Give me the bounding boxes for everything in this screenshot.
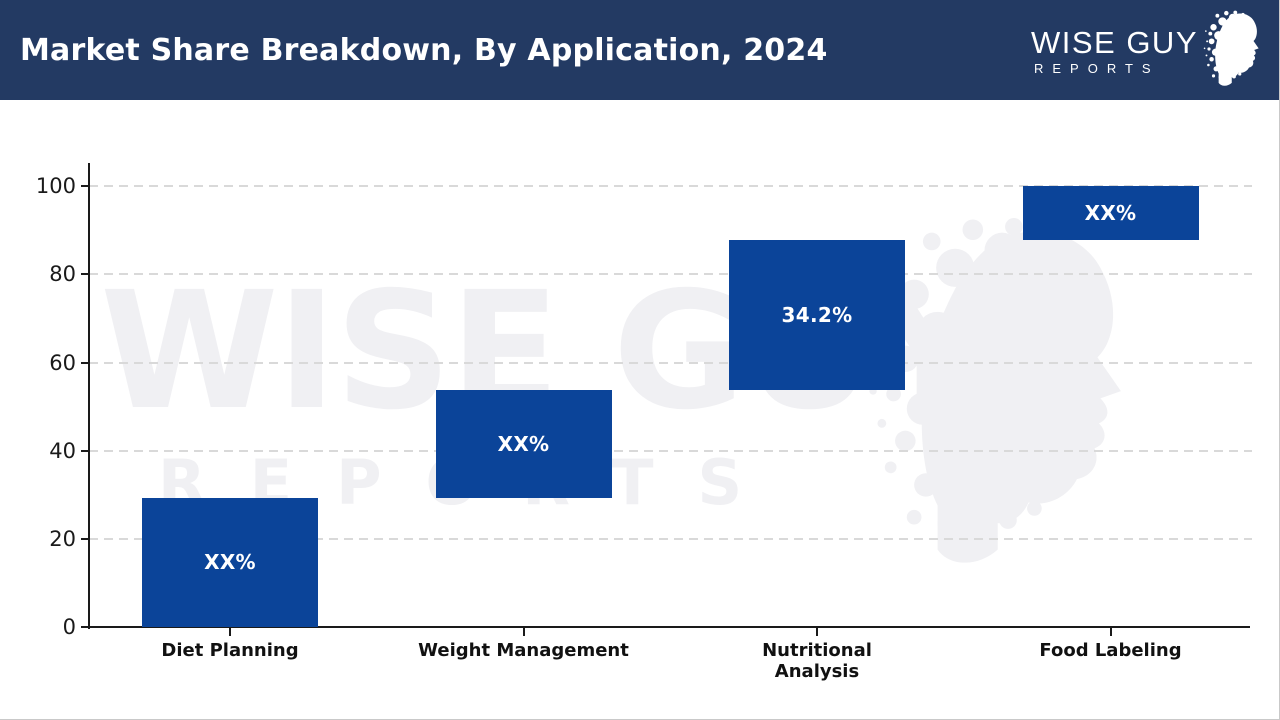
category-label-line: Analysis bbox=[774, 661, 860, 682]
wiseguy-logo-wordmark: WISE GUY bbox=[1030, 25, 1198, 60]
y-tick-100 bbox=[81, 185, 89, 188]
wiseguy-logo-text: WISE GUY REPORTS bbox=[1031, 26, 1198, 76]
x-tick-diet-planning bbox=[229, 628, 231, 636]
x-tick-weight-management bbox=[522, 628, 525, 636]
gridline-20 bbox=[89, 537, 1252, 540]
category-label-line: Weight Management bbox=[418, 640, 629, 661]
x-axis-line bbox=[87, 626, 1250, 628]
bar-value-label-diet-planning: XX% bbox=[204, 550, 256, 575]
chart-title: Market Share Breakdown, By Application, … bbox=[20, 32, 828, 68]
gridline-60 bbox=[89, 361, 1252, 364]
bar-weight-management: XX% bbox=[435, 390, 612, 498]
wiseguy-logo-subtitle: REPORTS bbox=[1033, 61, 1160, 76]
bar-food-labeling: XX% bbox=[1022, 186, 1199, 240]
bar-value-label-weight-management: XX% bbox=[497, 432, 550, 457]
bar-nutritional-analysis: 34.2% bbox=[729, 239, 905, 391]
category-label-line: Food Labeling bbox=[1039, 640, 1182, 661]
category-label-nutritional-analysis: Nutritional Analysis bbox=[697, 640, 937, 682]
bar-value-label-nutritional-analysis: 34.2% bbox=[781, 302, 853, 327]
bar-diet-planning: XX% bbox=[142, 497, 318, 627]
y-tick-label-80: 80 bbox=[49, 262, 76, 287]
category-label-line: Diet Planning bbox=[161, 640, 299, 661]
x-tick-food-labeling bbox=[1109, 628, 1112, 636]
y-tick-0 bbox=[81, 626, 89, 628]
y-tick-20 bbox=[81, 537, 89, 540]
y-axis-line bbox=[88, 163, 90, 629]
y-tick-label-40: 40 bbox=[49, 438, 76, 463]
category-label-food-labeling: Food Labeling bbox=[991, 640, 1231, 661]
y-tick-label-100: 100 bbox=[35, 174, 76, 199]
wiseguy-logo: WISE GUY REPORTS bbox=[1031, 10, 1266, 92]
category-label-weight-management: Weight Management bbox=[404, 640, 644, 661]
header-bar: Market Share Breakdown, By Application, … bbox=[0, 0, 1279, 100]
y-tick-60 bbox=[81, 361, 89, 364]
y-tick-80 bbox=[81, 273, 89, 276]
y-tick-label-60: 60 bbox=[49, 350, 76, 375]
category-label-line: Nutritional bbox=[762, 640, 872, 661]
category-label-diet-planning: Diet Planning bbox=[110, 640, 350, 661]
gridline-100 bbox=[89, 185, 1252, 188]
y-tick-label-0: 0 bbox=[62, 615, 76, 639]
y-tick-40 bbox=[81, 449, 89, 452]
y-tick-label-20: 20 bbox=[49, 526, 76, 551]
wiseguy-head-icon bbox=[1202, 10, 1266, 92]
gridline-40 bbox=[89, 449, 1252, 452]
x-tick-nutritional-analysis bbox=[816, 628, 818, 636]
watermark-head-icon bbox=[858, 218, 1158, 574]
gridline-80 bbox=[89, 273, 1252, 276]
bar-value-label-food-labeling: XX% bbox=[1084, 200, 1137, 225]
